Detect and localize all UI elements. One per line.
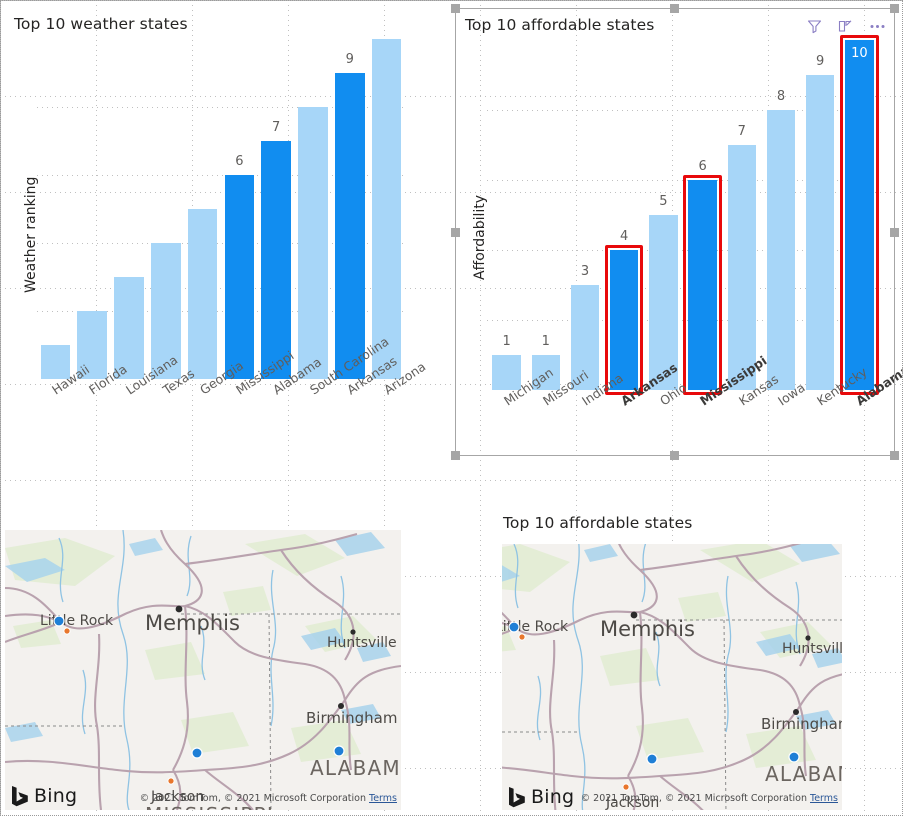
bar-michigan[interactable] [492,355,521,390]
svg-text:Memphis: Memphis [145,611,240,635]
resize-handle-n[interactable] [670,4,679,13]
city-dot-memphis [175,605,183,613]
svg-text:Huntsville: Huntsville [327,635,397,651]
affordable-map-visual[interactable]: Top 10 affordable states [502,514,842,810]
data-label-indiana: 3 [580,264,590,279]
data-label-kentucky: 9 [816,54,825,69]
data-label-alabama: 10 [851,46,868,61]
data-label-missouri: 1 [541,334,550,349]
svg-text:ALABAMA: ALABAMA [765,762,842,786]
focus-mode-icon[interactable] [837,18,854,35]
resize-handle-sw[interactable] [451,451,460,460]
bar-arkansas[interactable] [335,73,365,379]
bar-kentucky[interactable] [806,75,835,390]
map-terms-link[interactable]: Terms [369,793,397,804]
weather-chart-plot-area[interactable]: 6 7 9 [37,39,405,379]
bing-glyph-icon [509,787,525,808]
bar-georgia[interactable] [187,209,218,379]
data-label-kansas: 7 [737,124,746,139]
resize-handle-e[interactable] [890,228,899,237]
affordable-chart-visual[interactable]: Top 10 affordable states Afford [451,4,903,460]
affordable-chart-title: Top 10 affordable states [465,16,655,34]
bing-label: Bing [34,785,78,807]
data-label-arkansas: 4 [620,229,629,244]
capital-marker [63,627,71,635]
bar-alabama[interactable] [845,40,874,390]
map-data-point [191,747,203,759]
bar-hawaii[interactable] [40,345,71,379]
bar-arkansas[interactable] [610,250,639,390]
resize-handle-nw[interactable] [451,4,460,13]
svg-text:Memphis: Memphis [600,617,695,641]
map-data-point [333,745,345,757]
data-label-ohio: 5 [659,194,668,209]
affordable-chart-plot-area[interactable]: 1 1 3 4 5 6 7 8 9 10 [487,35,879,395]
bar-indiana[interactable] [570,285,600,390]
bar-louisiana[interactable] [114,277,144,379]
svg-text:Birmingham: Birmingham [761,715,842,733]
resize-handle-s[interactable] [670,451,679,460]
grid-line-h [0,480,903,481]
weather-map-visual[interactable]: Little Rock Memphis Huntsville Birmingha… [5,530,401,810]
weather-chart-title: Top 10 weather states [14,15,188,33]
bar-texas[interactable] [151,243,181,379]
city-dot-birmingham [338,703,344,709]
bing-label: Bing [531,786,575,808]
bar-mississippi[interactable] [688,180,717,390]
resize-handle-se[interactable] [890,451,899,460]
svg-text:Little Rock: Little Rock [40,613,114,629]
svg-text:MISSISSIPPI: MISSISSIPPI [145,803,274,810]
map-attribution-text: © 2021 TomTom, © 2021 Microsoft Corporat… [580,793,807,804]
more-options-icon[interactable] [868,18,887,35]
svg-text:Huntsville: Huntsville [782,641,842,657]
bar-mississippi[interactable] [224,175,255,379]
bar-south-carolina[interactable] [298,107,328,379]
resize-handle-w[interactable] [451,228,460,237]
bar-arizona[interactable] [371,39,402,379]
map-tiles: Little Rock Memphis Huntsville Birmingha… [502,544,842,810]
bing-glyph-icon [12,786,28,807]
affordable-chart-y-axis-title: Affordability [472,194,488,280]
data-label-arkansas: 9 [345,52,354,67]
weather-map-canvas[interactable]: Little Rock Memphis Huntsville Birmingha… [5,530,401,810]
bar-ohio[interactable] [649,215,678,390]
svg-text:ALABAMA: ALABAMA [310,756,401,780]
bar-missouri[interactable] [531,355,560,390]
map-terms-link[interactable]: Terms [810,793,838,804]
map-data-point [53,615,65,627]
resize-handle-ne[interactable] [890,4,899,13]
svg-text:Jackson: Jackson [605,795,659,810]
data-label-mississippi: 6 [235,154,244,169]
data-label-michigan: 1 [502,334,511,349]
bing-logo[interactable]: Bing [11,785,77,807]
affordable-map-canvas[interactable]: Little Rock Memphis Huntsville Birmingha… [502,544,842,810]
data-label-mississippi: 6 [698,159,707,174]
svg-text:Little Rock: Little Rock [502,619,569,635]
filter-icon[interactable] [806,18,823,35]
map-attribution: © 2021 TomTom, © 2021 Microsoft Corporat… [140,793,397,804]
svg-text:Jackson: Jackson [150,789,204,805]
bar-kansas[interactable] [727,145,756,390]
map-tiles: Little Rock Memphis Huntsville Birmingha… [5,530,401,810]
bing-logo[interactable]: Bing [508,786,574,808]
visual-header-toolbar[interactable] [806,18,887,35]
bar-florida[interactable] [77,311,107,379]
data-label-iowa: 8 [776,89,786,104]
bar-iowa[interactable] [766,110,796,390]
affordable-map-title: Top 10 affordable states [503,514,693,532]
data-label-alabama: 7 [272,120,281,135]
svg-text:Birmingham: Birmingham [306,709,397,727]
capital-marker [167,777,175,785]
map-attribution: © 2021 TomTom, © 2021 Microsoft Corporat… [581,793,838,804]
map-attribution-text: © 2021 TomTom, © 2021 Microsoft Corporat… [139,793,366,804]
svg-text:MISSISSIPPI: MISSISSIPPI [600,809,729,810]
city-dot-huntsville [350,629,356,635]
bar-alabama[interactable] [261,141,291,379]
